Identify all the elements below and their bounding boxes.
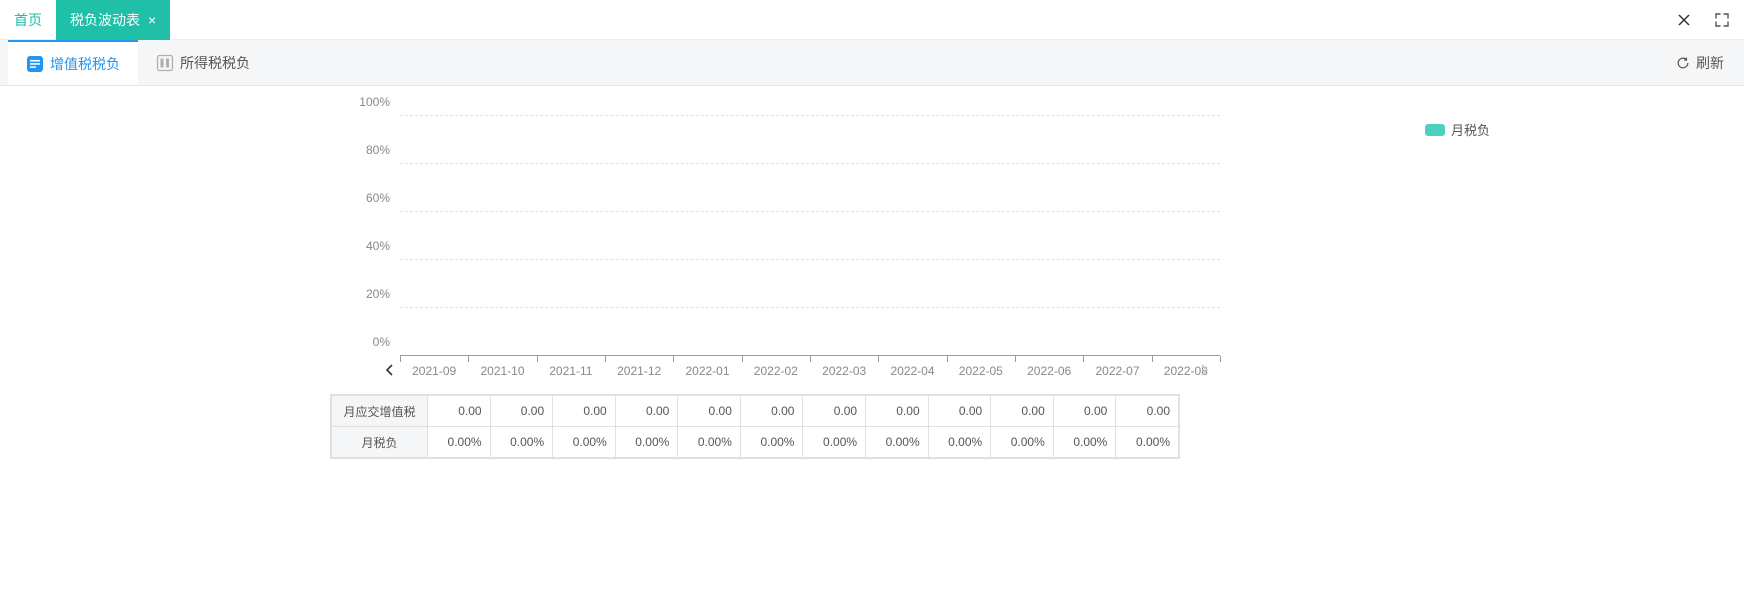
x-tick-label: 2021-10 [480,364,524,378]
x-tick-mark [400,356,401,362]
table-cell: 0.00% [803,427,866,458]
table-cell: 0.00% [928,427,991,458]
table-cell: 0.00% [1053,427,1116,458]
table-cell: 0.00 [928,396,991,427]
table-cell: 0.00% [553,427,616,458]
table-cell: 0.00 [866,396,929,427]
close-icon[interactable]: × [148,13,156,27]
x-tick-mark [1083,356,1084,362]
x-tick-label: 2022-02 [754,364,798,378]
table-cell: 0.00 [803,396,866,427]
x-tick-label: 2022-01 [685,364,729,378]
chart-container: 月税负 0%20%40%60%80%100% 2021-092021-10202… [330,116,1510,382]
gridline [400,211,1220,212]
x-tick-mark [1220,356,1221,362]
table-row: 月应交增值税0.000.000.000.000.000.000.000.000.… [332,396,1179,427]
x-tick-mark [878,356,879,362]
x-tick-mark [742,356,743,362]
chart-legend: 月税负 [1425,120,1490,139]
table-cell: 0.00% [866,427,929,458]
gridline [400,163,1220,164]
gridline [400,307,1220,308]
chart-next-button[interactable] [1194,360,1214,380]
sub-tab-bar: 增值税税负 所得税税负 刷新 [0,40,1744,86]
table-cell: 0.00 [991,396,1054,427]
x-tick-label: 2021-12 [617,364,661,378]
row-header: 月税负 [332,427,428,458]
y-tick-label: 60% [366,191,400,205]
table-cell: 0.00 [1053,396,1116,427]
data-table: 月应交增值税0.000.000.000.000.000.000.000.000.… [330,394,1180,459]
refresh-label: 刷新 [1696,53,1724,73]
y-tick-label: 100% [359,95,400,109]
x-tick-label: 2022-07 [1095,364,1139,378]
table-cell: 0.00 [740,396,803,427]
table-cell: 0.00% [991,427,1054,458]
x-tick-label: 2022-04 [890,364,934,378]
x-tick-label: 2022-06 [1027,364,1071,378]
chevron-left-icon [384,364,396,376]
x-tick-mark [1152,356,1153,362]
tab-home[interactable]: 首页 [0,0,56,40]
chart-prev-button[interactable] [380,360,400,380]
tabstrip-right-controls [1670,0,1736,40]
tab-label: 税负波动表 [70,10,140,30]
table-cell: 0.00% [1116,427,1179,458]
legend-swatch [1425,124,1445,136]
x-tick-label: 2021-11 [549,364,592,378]
table-cell: 0.00% [678,427,741,458]
table-cell: 0.00 [1116,396,1179,427]
x-tick-mark [947,356,948,362]
table-cell: 0.00% [490,427,553,458]
sub-tab-vat[interactable]: 增值税税负 [8,40,138,85]
content-area: 月税负 0%20%40%60%80%100% 2021-092021-10202… [0,86,1744,459]
refresh-icon [1676,56,1690,70]
table-cell: 0.00 [615,396,678,427]
income-tax-icon [156,54,174,72]
close-all-button[interactable] [1670,6,1698,34]
gridline [400,115,1220,116]
x-tick-mark [605,356,606,362]
x-tick-mark [1015,356,1016,362]
sub-tab-income-tax[interactable]: 所得税税负 [138,40,268,85]
table-cell: 0.00 [490,396,553,427]
gridline [400,259,1220,260]
table-cell: 0.00 [553,396,616,427]
row-header: 月应交增值税 [332,396,428,427]
sub-tab-label: 所得税税负 [180,53,250,73]
table-row: 月税负0.00%0.00%0.00%0.00%0.00%0.00%0.00%0.… [332,427,1179,458]
close-icon [1676,12,1692,28]
y-tick-label: 20% [366,287,400,301]
tab-tax-fluctuation[interactable]: 税负波动表 × [56,0,170,40]
vat-icon [26,55,44,73]
refresh-button[interactable]: 刷新 [1676,40,1724,86]
sub-tab-label: 增值税税负 [50,54,120,74]
chevron-right-icon [1198,364,1210,376]
table-cell: 0.00 [428,396,491,427]
tab-strip: 首页 税负波动表 × [0,0,1744,40]
x-tick-label: 2022-05 [959,364,1003,378]
table-cell: 0.00% [615,427,678,458]
x-tick-label: 2021-09 [412,364,456,378]
y-tick-label: 40% [366,239,400,253]
table-cell: 0.00 [678,396,741,427]
x-tick-mark [468,356,469,362]
fullscreen-button[interactable] [1708,6,1736,34]
x-tick-mark [673,356,674,362]
x-tick-label: 2022-03 [822,364,866,378]
fullscreen-icon [1714,12,1730,28]
chart-plot: 0%20%40%60%80%100% [400,116,1220,356]
x-tick-mark [810,356,811,362]
table-cell: 0.00% [740,427,803,458]
y-tick-label: 80% [366,143,400,157]
legend-label: 月税负 [1451,120,1490,139]
y-tick-label: 0% [373,335,400,349]
x-tick-mark [537,356,538,362]
table-cell: 0.00% [428,427,491,458]
x-axis-ticks: 2021-09 2021-10 2021-11 2021-12 2022-01 2022-… [400,356,1220,382]
